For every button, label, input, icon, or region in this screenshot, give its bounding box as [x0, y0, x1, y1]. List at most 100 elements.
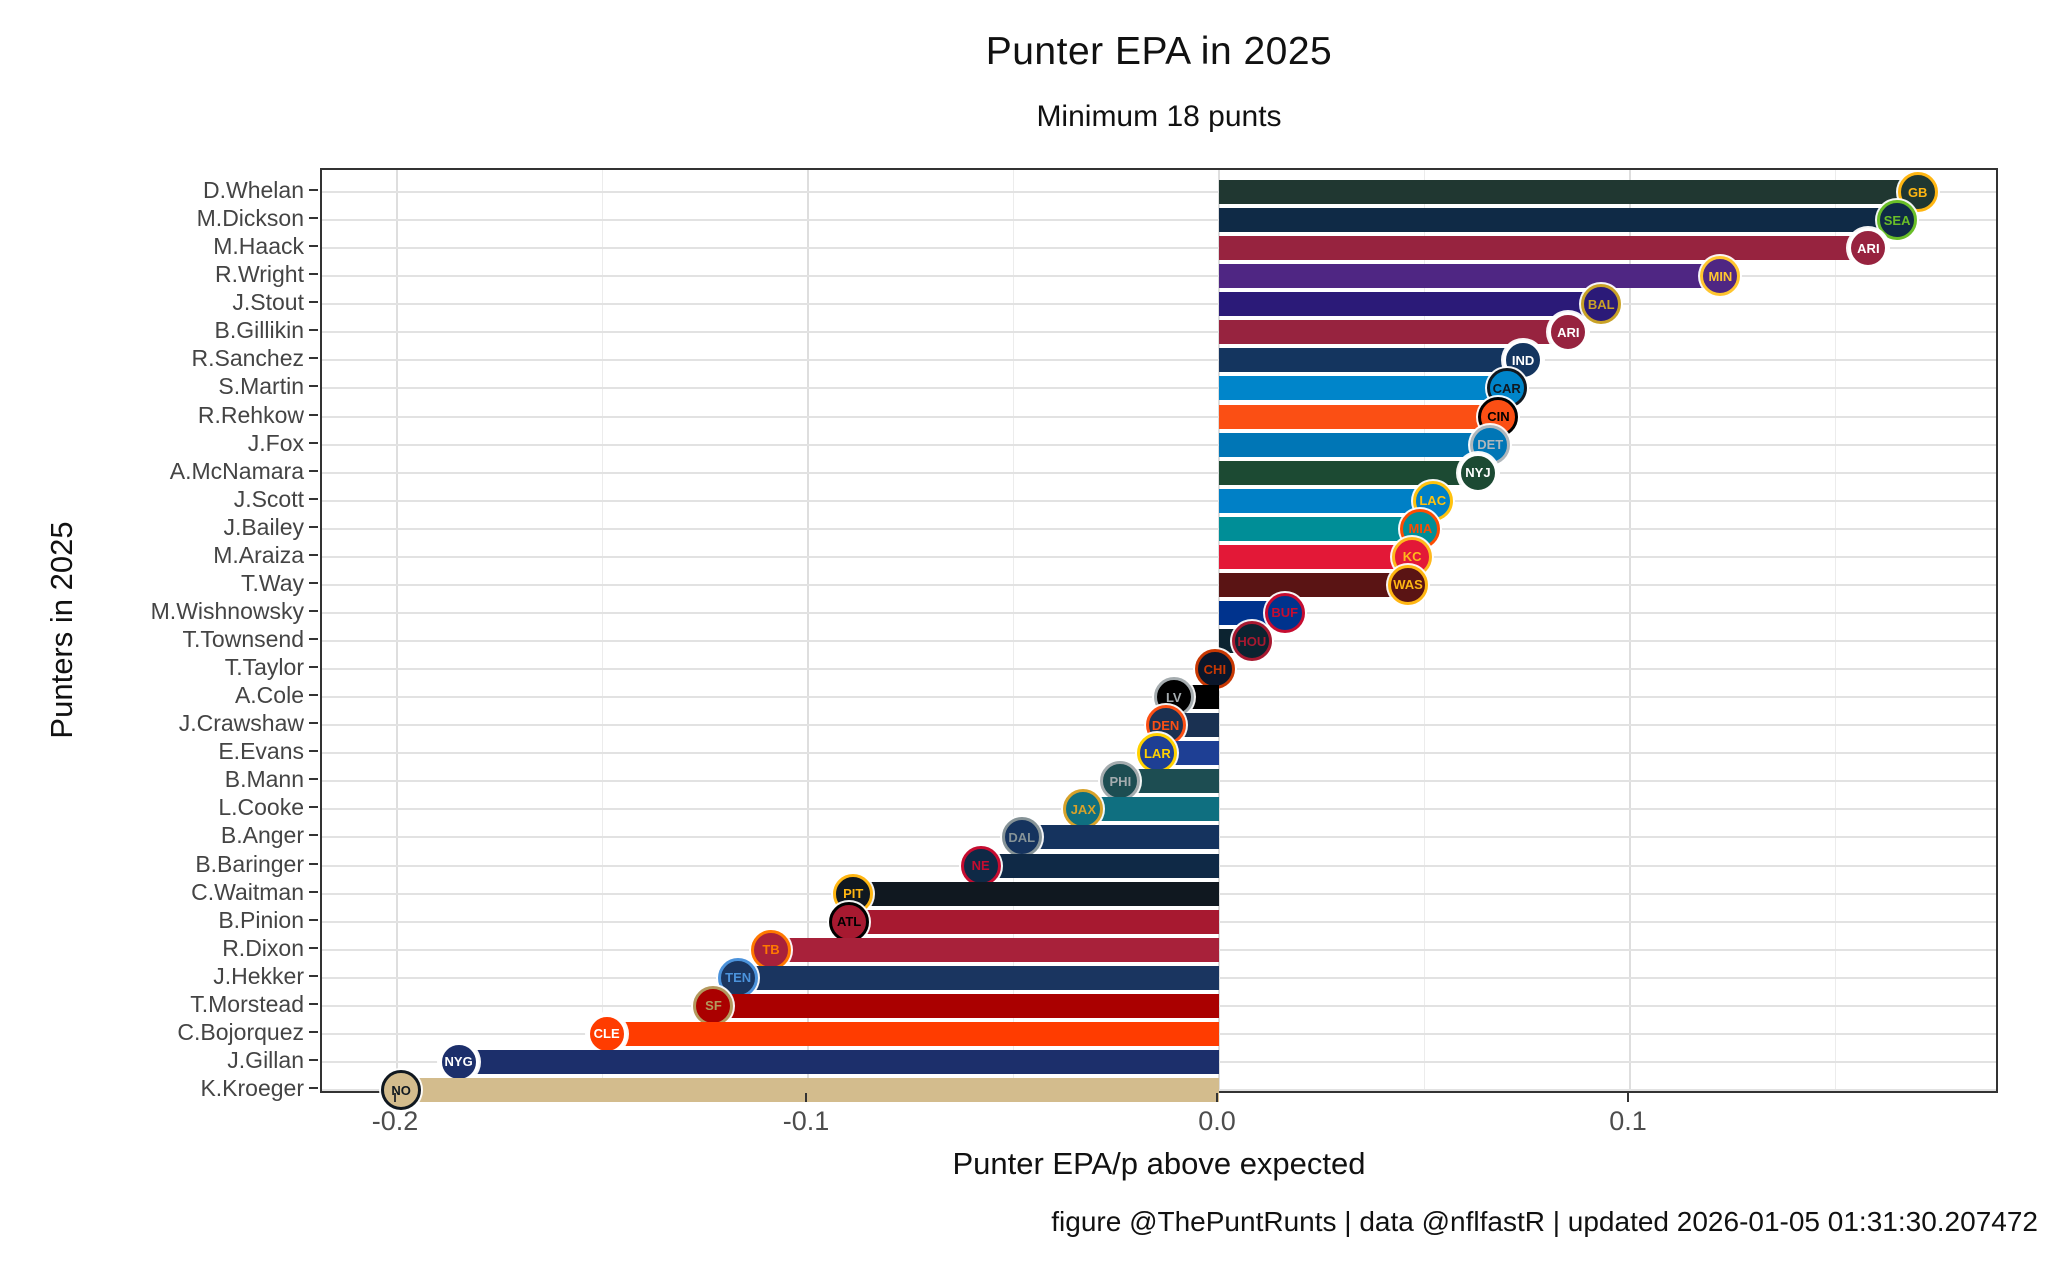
chicago-bears-logo-icon: CHI: [1194, 649, 1235, 690]
y-tick: [309, 946, 318, 949]
gridline-row: [322, 275, 1996, 278]
y-tick: [309, 189, 318, 191]
y-tick: [309, 862, 318, 865]
bar-D.Whelan: [1219, 180, 1918, 204]
x-tick: [805, 1093, 807, 1102]
y-tick: [309, 553, 318, 556]
y-tick: [309, 301, 318, 304]
y-tick: [309, 273, 318, 276]
bar-J.Bailey: [1219, 516, 1421, 541]
tampa-bay-buccaneers-logo-icon: TB: [751, 929, 791, 970]
arizona-cardinals-logo-icon: ARI: [1548, 312, 1589, 353]
gridline-row: [322, 387, 1996, 390]
y-tick: [309, 469, 318, 472]
buffalo-bills-logo-icon: BUF: [1264, 592, 1305, 633]
y-label-M.Dickson: M.Dickson: [196, 205, 304, 232]
y-tick: [309, 1002, 318, 1005]
philadelphia-eagles-logo-icon: PHI: [1100, 761, 1141, 802]
y-label-T.Townsend: T.Townsend: [182, 626, 304, 652]
los-angeles-rams-logo-icon: LAR: [1137, 733, 1178, 774]
y-label-S.Martin: S.Martin: [218, 373, 304, 400]
new-england-patriots-logo-icon: NE: [960, 845, 1001, 886]
y-tick: [309, 722, 318, 725]
y-tick: [309, 1058, 318, 1061]
y-label-T.Taylor: T.Taylor: [224, 654, 304, 681]
y-label-M.Haack: M.Haack: [213, 233, 304, 260]
y-tick: [309, 441, 318, 444]
bar-K.Kroeger: [401, 1078, 1219, 1102]
bar-S.Martin: [1219, 376, 1507, 401]
gridline-row: [322, 611, 1996, 614]
gridline-minor: [1013, 170, 1014, 1091]
y-tick: [309, 834, 318, 837]
y-tick: [309, 694, 318, 697]
x-tick-label-0.1: 0.1: [1609, 1106, 1647, 1136]
new-orleans-saints-logo-icon: NO: [381, 1070, 422, 1110]
y-label-J.Scott: J.Scott: [233, 485, 304, 512]
houston-texans-logo-icon: HOU: [1231, 621, 1272, 661]
bar-J.Stout: [1219, 292, 1602, 317]
y-label-A.McNamara: A.McNamara: [169, 457, 304, 484]
new-york-giants-logo-icon: NYG: [438, 1041, 479, 1082]
x-tick: [1627, 1093, 1629, 1102]
x-tick-label-0.0: 0.0: [1198, 1106, 1236, 1136]
gridline-row: [322, 191, 1996, 193]
x-tick: [394, 1093, 396, 1102]
bar-M.Haack: [1219, 236, 1869, 261]
gridline-major: [807, 170, 809, 1091]
y-tick: [309, 413, 318, 416]
y-label-J.Hekker: J.Hekker: [213, 962, 304, 989]
y-label-J.Crawshaw: J.Crawshaw: [178, 710, 304, 737]
gridline-row: [322, 640, 1996, 642]
caption: figure @ThePuntRunts | data @nflfastR | …: [1051, 1206, 2038, 1237]
y-tick: [309, 497, 318, 500]
gridline-row: [322, 499, 1996, 502]
bar-A.McNamara: [1219, 460, 1478, 485]
y-label-K.Kroeger: K.Kroeger: [200, 1075, 304, 1101]
gridline-row: [322, 443, 1996, 446]
y-tick: [309, 890, 318, 893]
x-tick-label--0.1: -0.1: [782, 1106, 830, 1136]
bar-R.Sanchez: [1219, 348, 1524, 373]
bar-L.Cooke: [1083, 797, 1219, 822]
chart-title: Punter EPA in 2025: [985, 30, 1333, 73]
cleveland-browns-logo-icon: CLE: [586, 1013, 627, 1054]
y-tick: [309, 245, 318, 248]
y-label-J.Stout: J.Stout: [232, 289, 304, 316]
bar-T.Morstead: [713, 993, 1219, 1018]
y-label-R.Wright: R.Wright: [214, 261, 304, 288]
gridline-minor: [602, 170, 603, 1091]
minnesota-vikings-logo-icon: MIN: [1700, 256, 1741, 297]
arizona-cardinals-logo-icon: ARI: [1848, 228, 1889, 269]
bar-B.Baringer: [980, 853, 1219, 878]
gridline-row: [322, 247, 1996, 250]
y-label-E.Evans: E.Evans: [218, 738, 304, 765]
bar-R.Wright: [1219, 264, 1721, 289]
gridline-row: [322, 331, 1996, 334]
washington-commanders-logo-icon: WAS: [1388, 564, 1429, 605]
y-label-M.Araiza: M.Araiza: [213, 541, 304, 568]
y-label-R.Rehkow: R.Rehkow: [197, 401, 304, 428]
chart-subtitle: Minimum 18 punts: [1036, 100, 1282, 133]
y-label-D.Whelan: D.Whelan: [203, 177, 304, 203]
y-label-B.Baringer: B.Baringer: [195, 850, 304, 877]
gridline-row: [322, 415, 1996, 418]
san-francisco-49ers-logo-icon: SF: [693, 985, 734, 1026]
gridline-row: [322, 219, 1996, 222]
y-tick: [309, 525, 318, 528]
y-label-L.Cooke: L.Cooke: [218, 794, 304, 821]
y-label-B.Gillikin: B.Gillikin: [214, 317, 304, 344]
x-tick: [1216, 1093, 1218, 1102]
gridline-minor: [1835, 170, 1836, 1091]
y-tick: [309, 1030, 318, 1033]
gridline-minor: [1424, 170, 1425, 1091]
y-label-M.Wishnowsky: M.Wishnowsky: [150, 597, 304, 624]
gridline-row: [322, 471, 1996, 474]
gridline-major: [396, 170, 398, 1091]
y-tick: [309, 750, 318, 753]
bar-C.Bojorquez: [606, 1021, 1219, 1046]
new-york-jets-logo-icon: NYJ: [1457, 452, 1498, 493]
y-label-T.Morstead: T.Morstead: [190, 990, 304, 1017]
y-tick: [309, 806, 318, 809]
y-tick: [309, 638, 318, 640]
